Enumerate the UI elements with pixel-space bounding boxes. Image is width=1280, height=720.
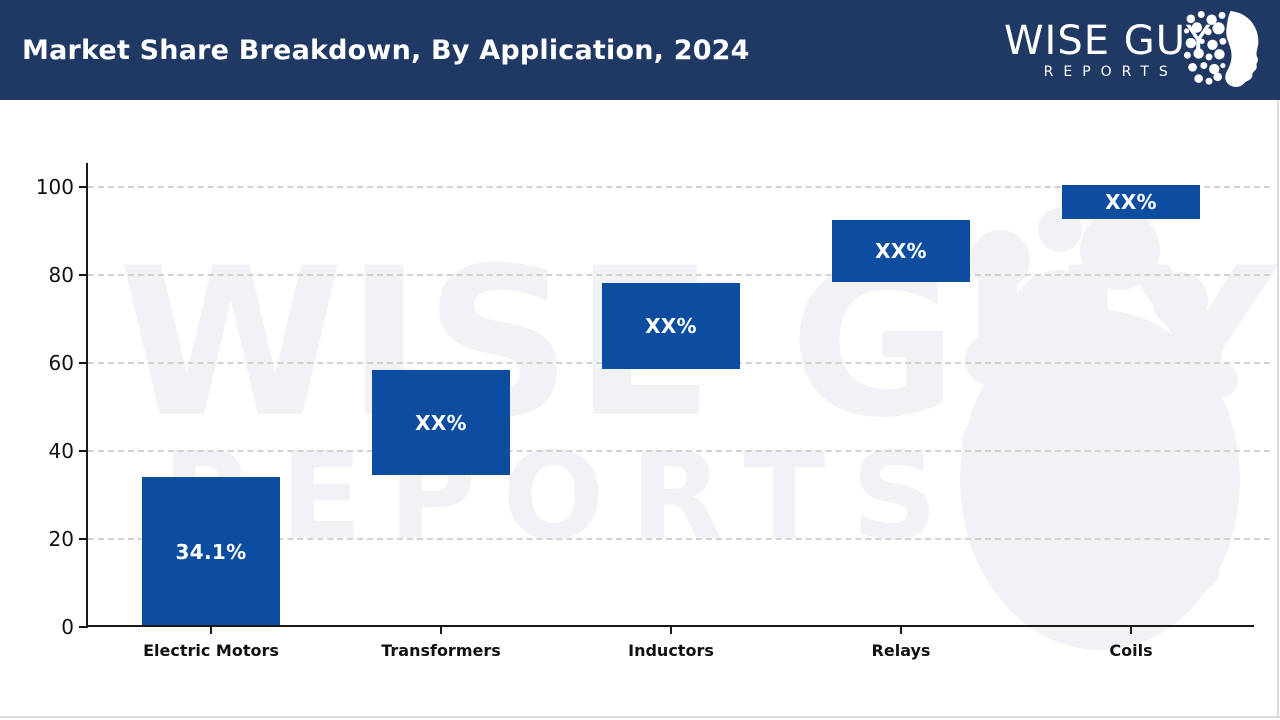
x-tick-mark-2 <box>440 627 442 634</box>
watermark-reports-text: REPORTS <box>162 428 964 567</box>
bar-inductors: XX% <box>602 282 740 370</box>
bar-value-label: 34.1% <box>175 539 247 564</box>
watermark-dotted-head-graphic <box>960 208 1244 650</box>
header-bar: Market Share Breakdown, By Application, … <box>0 0 1280 100</box>
x-category-label: Coils <box>1109 641 1153 660</box>
bar-relays: XX% <box>832 220 970 283</box>
bar-value-label: XX% <box>875 239 927 264</box>
x-category-label: Inductors <box>628 641 714 660</box>
bar-value-label: XX% <box>1105 190 1157 215</box>
x-tick-mark-1 <box>210 627 212 634</box>
bar-value-label: XX% <box>415 410 467 435</box>
bottom-border-line <box>0 716 1280 718</box>
bar-value-label: XX% <box>645 314 697 339</box>
x-category-label: Transformers <box>381 641 501 660</box>
y-tick-label-60: 60 <box>48 351 74 375</box>
x-tick-mark-4 <box>900 627 902 634</box>
y-tick-mark-0 <box>79 626 88 628</box>
y-tick-label-100: 100 <box>35 175 74 199</box>
y-tick-mark-60 <box>79 362 88 364</box>
x-tick-mark-5 <box>1130 627 1132 634</box>
x-category-label: Relays <box>871 641 931 660</box>
page-title: Market Share Breakdown, By Application, … <box>22 34 750 66</box>
right-border-line <box>1277 100 1279 716</box>
bar-transformers: XX% <box>372 370 510 476</box>
gridline-20 <box>88 538 1270 540</box>
x-tick-mark-3 <box>670 627 672 634</box>
bar-coils: XX% <box>1062 185 1200 220</box>
gridline-40 <box>88 450 1270 452</box>
logo-wiseguy-label: WISE GUY <box>1004 17 1212 64</box>
x-axis-line <box>86 625 1254 627</box>
y-tick-label-80: 80 <box>48 263 74 287</box>
gridline-80 <box>88 274 1270 276</box>
y-axis-line <box>86 163 88 628</box>
wiseguy-logo: WISE GUY REPORTS <box>1004 6 1264 94</box>
gridline-100 <box>88 186 1270 188</box>
y-tick-label-20: 20 <box>48 527 74 551</box>
y-tick-mark-80 <box>79 274 88 276</box>
x-category-label: Electric Motors <box>143 641 279 660</box>
y-tick-mark-40 <box>79 450 88 452</box>
y-tick-mark-20 <box>79 538 88 540</box>
wiseguy-logo-text: WISE GUY REPORTS <box>1004 21 1211 80</box>
logo-reports-label: REPORTS <box>1043 63 1178 80</box>
y-tick-mark-100 <box>79 186 88 188</box>
y-tick-label-0: 0 <box>61 615 74 639</box>
wiseguy-face-icon <box>1184 11 1259 87</box>
bar-electric-motors: 34.1% <box>142 476 280 627</box>
y-tick-label-40: 40 <box>48 439 74 463</box>
